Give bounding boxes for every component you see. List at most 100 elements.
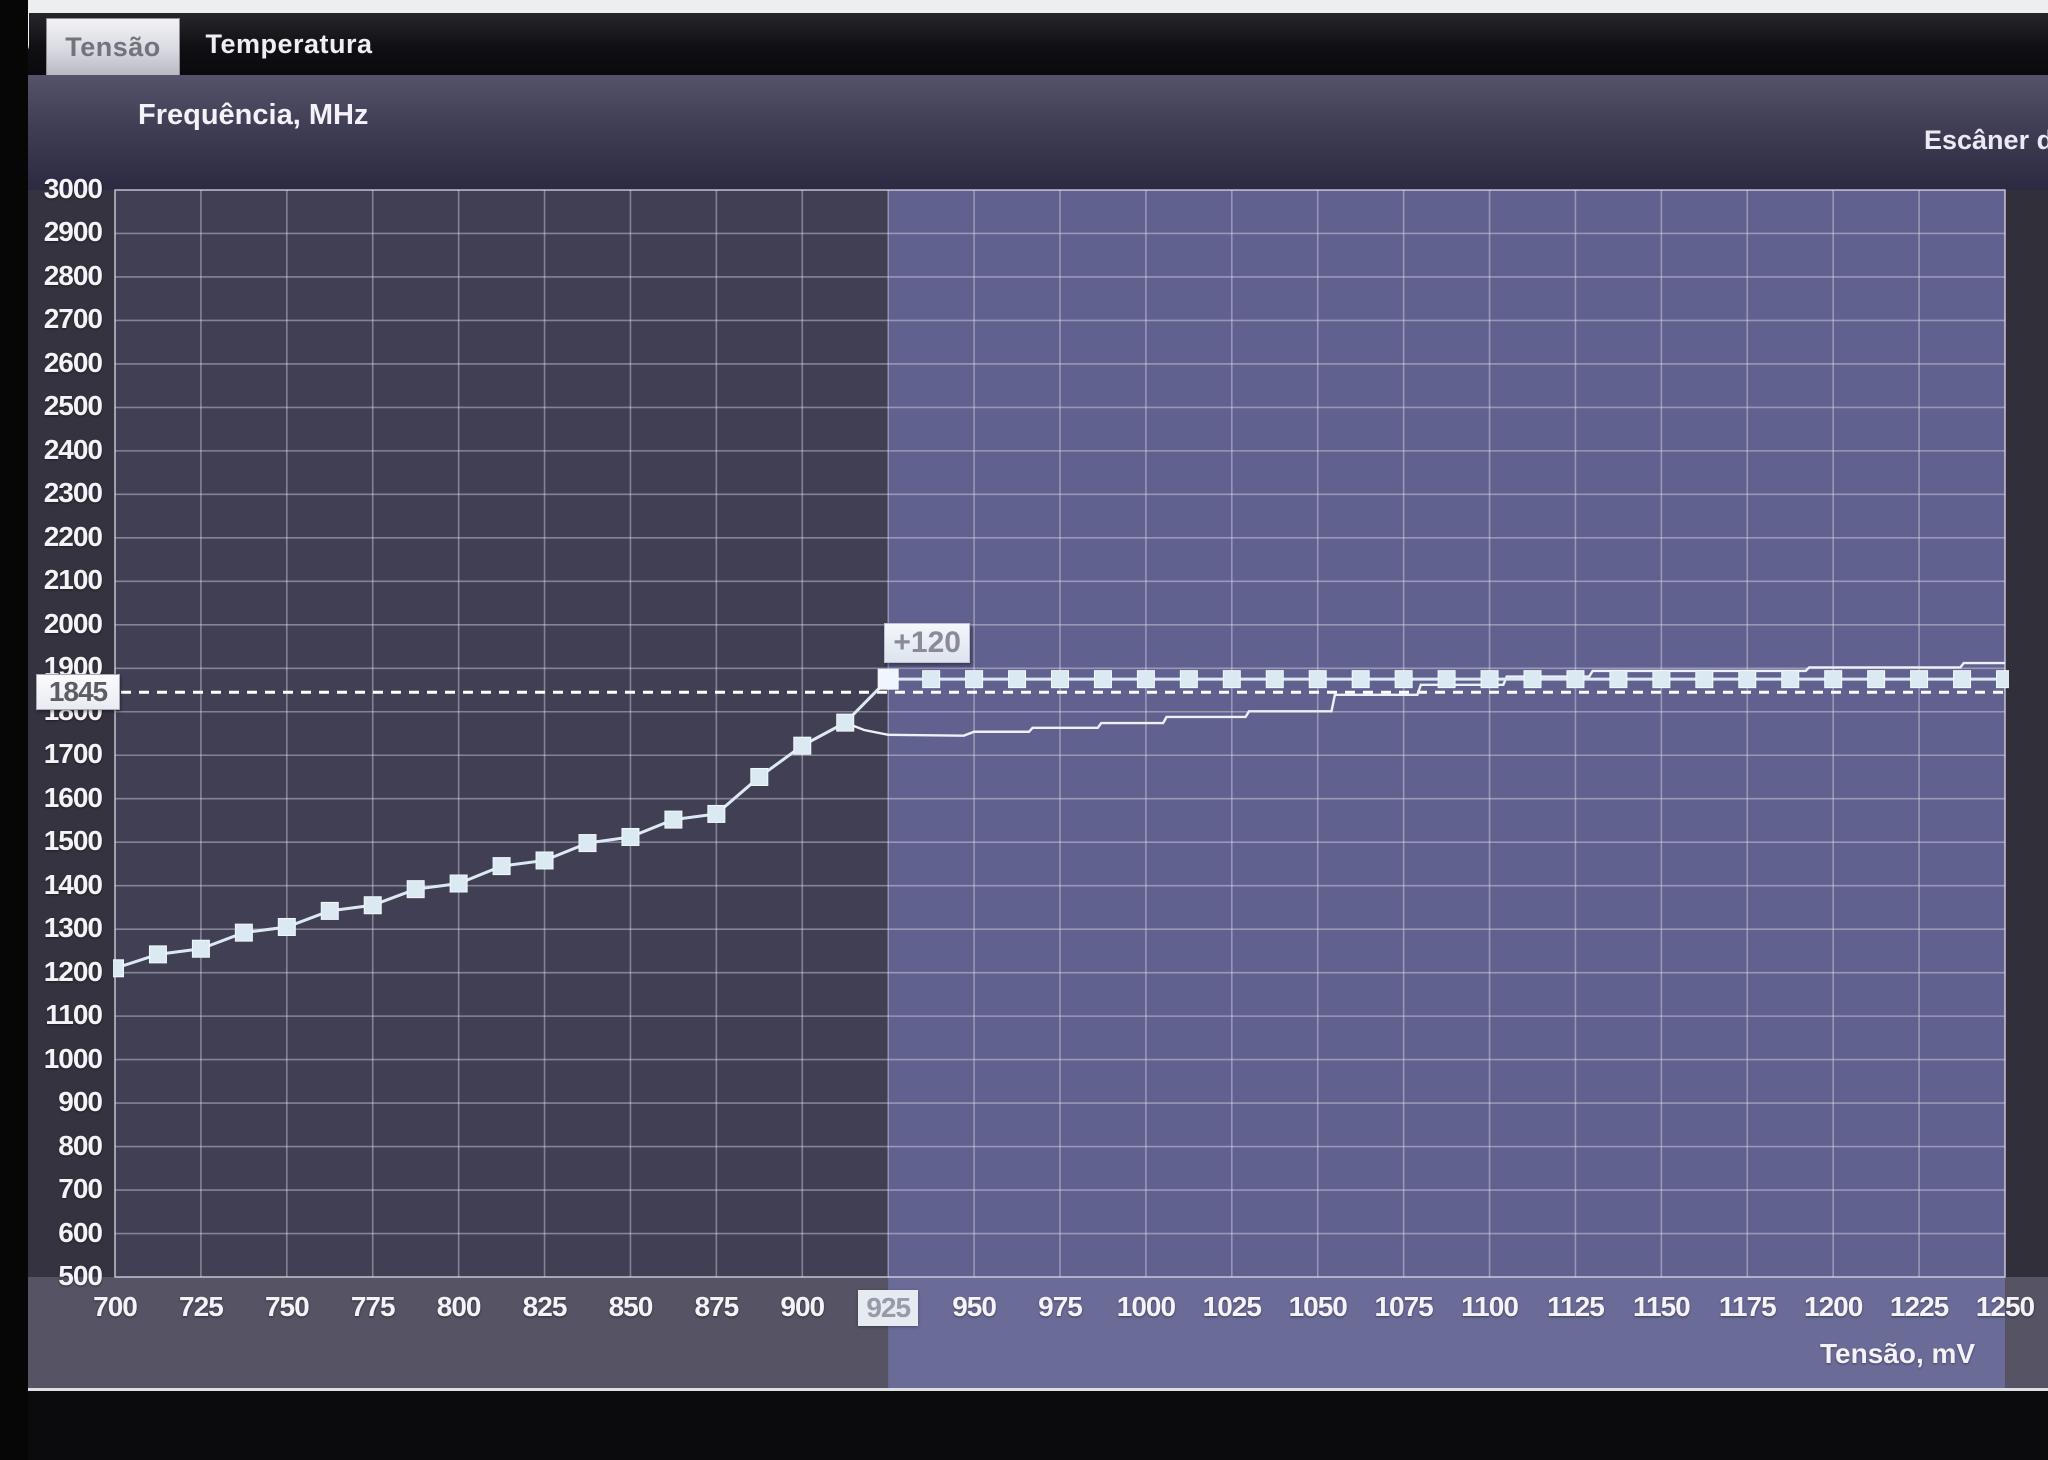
- curve-point[interactable]: [320, 901, 339, 920]
- x-tick-label: 1225: [1889, 1291, 1949, 1322]
- x-tick-label: 1050: [1288, 1291, 1348, 1322]
- x-tick-label: 1025: [1202, 1291, 1262, 1322]
- plot-border: [114, 189, 2006, 1278]
- curve-point[interactable]: [1523, 670, 1542, 689]
- y-tick-label: 600: [58, 1216, 103, 1248]
- curve-point[interactable]: [277, 917, 296, 936]
- curve-point[interactable]: [1824, 670, 1843, 689]
- curve-point[interactable]: [750, 767, 769, 786]
- curve-point[interactable]: [1781, 670, 1800, 689]
- selected-voltage-label: 925: [858, 1290, 919, 1326]
- x-tick-label: 900: [780, 1291, 825, 1322]
- y-tick-label: 2800: [43, 259, 103, 291]
- x-tick-label: 1200: [1804, 1291, 1863, 1322]
- y-tick-label: 2100: [43, 564, 103, 596]
- curve-point[interactable]: [1265, 670, 1284, 689]
- x-tick-label: 950: [952, 1291, 997, 1322]
- curve-point[interactable]: [793, 736, 812, 755]
- y-tick-label: 2200: [43, 520, 103, 552]
- x-tick-label: 700: [93, 1291, 138, 1322]
- curve-point[interactable]: [664, 810, 683, 829]
- y-tick-label: 2600: [43, 346, 103, 378]
- curve-point-selected[interactable]: [877, 668, 899, 690]
- x-tick-label: 800: [436, 1291, 482, 1322]
- curve-point[interactable]: [1394, 670, 1413, 689]
- curve-point[interactable]: [922, 670, 941, 689]
- y-tick-label: 700: [58, 1173, 103, 1205]
- curve-point[interactable]: [1051, 670, 1069, 689]
- curve-point[interactable]: [1308, 670, 1327, 689]
- y-tick-label: 2300: [43, 477, 103, 509]
- x-tick-label: 1175: [1718, 1291, 1777, 1322]
- y-tick-label: 1100: [45, 999, 103, 1031]
- x-tick-label: 975: [1038, 1291, 1083, 1322]
- curve-point[interactable]: [1480, 670, 1499, 689]
- curve-point[interactable]: [1222, 670, 1241, 689]
- curve-point[interactable]: [1008, 670, 1027, 689]
- y-tick-label: 1500: [43, 825, 103, 857]
- x-tick-label: 725: [179, 1291, 224, 1322]
- curve-point[interactable]: [449, 874, 468, 893]
- oc-scanner-label[interactable]: Escâner d: [1924, 125, 2048, 155]
- curve-point[interactable]: [1136, 670, 1155, 689]
- curve-point[interactable]: [363, 896, 382, 915]
- y-tick-label: 900: [58, 1086, 103, 1118]
- y-tick-label: 3000: [43, 173, 103, 204]
- x-tick-label: 850: [608, 1291, 654, 1322]
- x-tick-label: 775: [350, 1291, 396, 1322]
- y-tick-label: 2400: [43, 433, 103, 465]
- x-tick-label: 875: [694, 1291, 740, 1322]
- curve-point[interactable]: [1910, 670, 1929, 689]
- curve-point[interactable]: [406, 880, 425, 899]
- y-tick-label: 2000: [43, 607, 103, 639]
- x-tick-label: 1075: [1374, 1291, 1433, 1322]
- x-tick-label: 1100: [1461, 1291, 1519, 1322]
- curve-point[interactable]: [1738, 670, 1757, 689]
- curve-point[interactable]: [107, 959, 124, 978]
- curve-point[interactable]: [1351, 670, 1370, 689]
- x-tick-label: 1125: [1547, 1291, 1605, 1322]
- curve-point[interactable]: [1953, 670, 1972, 689]
- window-bottom-border: [28, 1388, 2048, 1391]
- selection-region: [888, 190, 2005, 1390]
- curve-point[interactable]: [191, 939, 210, 958]
- curve-point[interactable]: [621, 827, 640, 846]
- curve-point[interactable]: [535, 851, 554, 870]
- tab-bar: Tensão Temperatura: [0, 13, 2048, 75]
- tab-temperatura[interactable]: Temperatura: [205, 28, 373, 59]
- curve-point[interactable]: [965, 670, 984, 689]
- y-tick-label: 1700: [43, 738, 103, 770]
- curve-point[interactable]: [1695, 670, 1714, 689]
- curve-point[interactable]: [707, 804, 726, 823]
- curve-point[interactable]: [1566, 670, 1585, 689]
- y-tick-label: 2500: [43, 390, 103, 422]
- y-tick-label: 1400: [43, 868, 103, 900]
- top-strip: [0, 0, 2048, 13]
- curve-point[interactable]: [1093, 670, 1112, 689]
- curve-point[interactable]: [1179, 670, 1198, 689]
- x-tick-label: 1000: [1116, 1291, 1176, 1322]
- curve-point[interactable]: [578, 834, 597, 853]
- tab-tensao[interactable]: Tensão: [46, 18, 180, 75]
- y-tick-label: 1300: [43, 912, 103, 944]
- x-axis-title: Tensão, mV: [1820, 1338, 1976, 1369]
- y-tick-label: 1000: [43, 1042, 103, 1074]
- curve-point[interactable]: [1437, 670, 1456, 689]
- y-tick-label: 500: [58, 1260, 103, 1291]
- curve-point[interactable]: [1609, 670, 1628, 689]
- curve-point[interactable]: [836, 713, 855, 732]
- y-tick-label: 2900: [43, 216, 103, 248]
- x-tick-label: 825: [522, 1291, 568, 1322]
- curve-point[interactable]: [234, 923, 253, 942]
- current-frequency-badge: 1845: [36, 674, 120, 711]
- curve-point[interactable]: [492, 857, 511, 876]
- curve-point[interactable]: [1652, 670, 1671, 689]
- curve-point[interactable]: [1867, 670, 1886, 689]
- y-tick-label: 800: [58, 1129, 103, 1161]
- x-tick-label: 1150: [1632, 1291, 1691, 1322]
- curve-point[interactable]: [1996, 670, 2014, 689]
- curve-point[interactable]: [148, 945, 167, 964]
- y-tick-label: 2700: [43, 303, 103, 335]
